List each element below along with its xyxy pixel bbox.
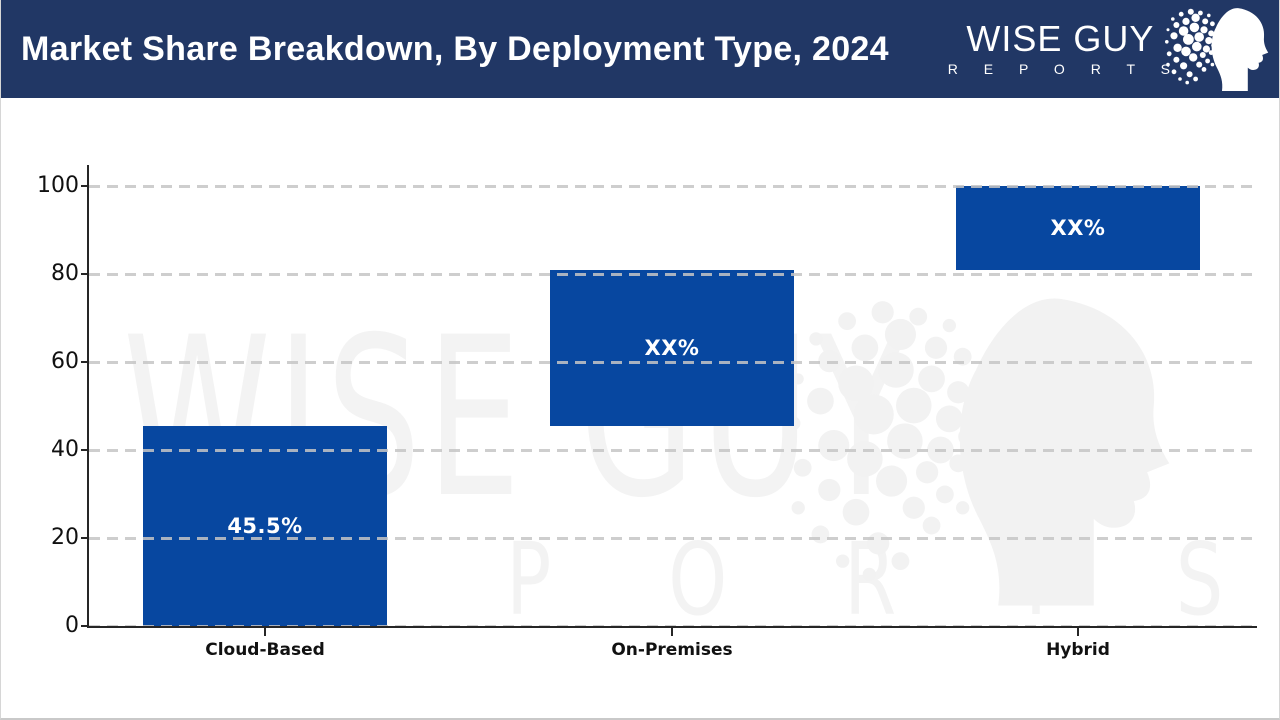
y-axis-tick [81,537,89,539]
bar-segment: 45.5% [143,425,387,626]
y-axis-tick [81,361,89,363]
y-axis-tick-label: 0 [65,613,79,638]
y-axis-tick [81,449,89,451]
bar-segment: XX% [956,186,1200,270]
bar-value-label: 45.5% [227,513,303,538]
x-axis-tick [264,628,266,636]
x-axis-tick [1077,628,1079,636]
y-axis-tick-label: 80 [51,261,79,286]
y-axis-tick [81,273,89,275]
y-axis-tick [81,185,89,187]
y-axis-tick-label: 100 [37,173,79,198]
x-axis-category-label: On-Premises [611,640,733,660]
y-axis-tick-label: 40 [51,437,79,462]
bar-value-label: XX% [1050,215,1106,240]
x-axis-line [87,626,1257,628]
logo-wordmark: WISE GUY R E P O R T S [940,18,1181,78]
bar-segment: XX% [550,269,794,426]
y-axis-tick [81,625,89,627]
x-axis-category-label: Cloud-Based [205,640,325,660]
chart-title: Market Share Breakdown, By Deployment Ty… [21,29,889,68]
logo-reports-text: R E P O R T S [947,61,1181,77]
wise-guy-reports-logo: WISE GUY R E P O R T S [940,0,1273,98]
x-axis-tick [671,628,673,636]
y-axis-tick-label: 20 [51,525,79,550]
logo-wiseguy-text: WISE GUY [966,18,1155,59]
x-axis-category-label: Hybrid [1046,640,1110,660]
bar-value-label: XX% [644,335,700,360]
y-axis-line [87,165,89,628]
header-bar: Market Share Breakdown, By Deployment Ty… [1,0,1279,98]
y-axis-tick-label: 60 [51,349,79,374]
